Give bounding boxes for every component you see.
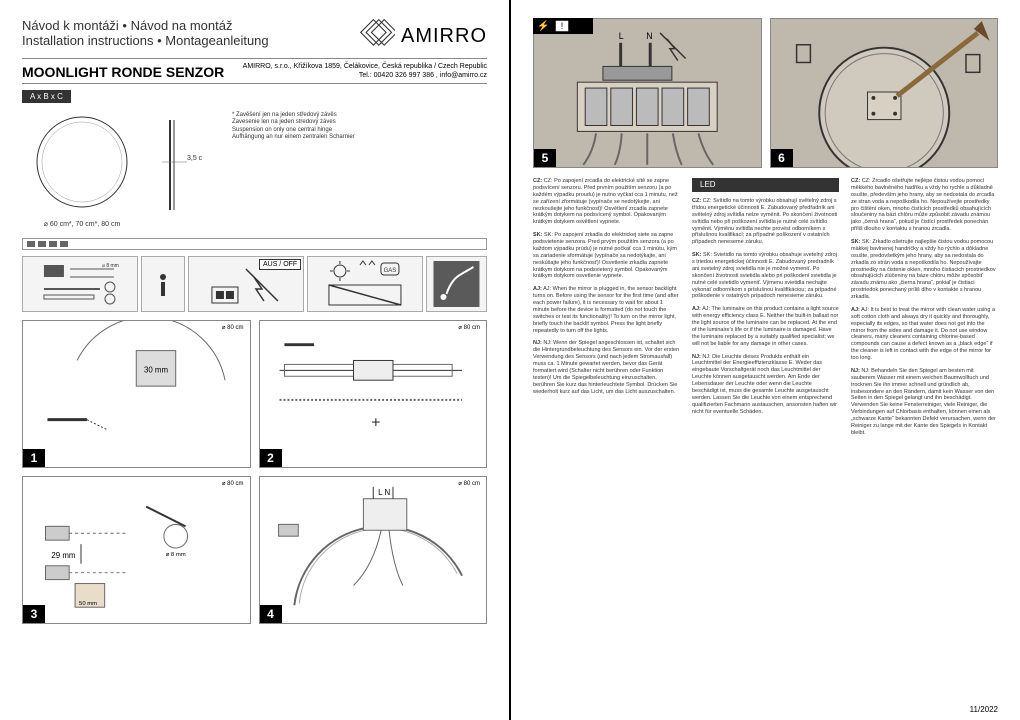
company-addr: AMIRRO, s.r.o., Křižíkova 1859, Čelákovi… xyxy=(243,62,487,71)
svg-text:L N: L N xyxy=(378,488,390,497)
sk-led: SK: SK: Svietidlo na tomto výrobku obsah… xyxy=(692,252,839,300)
cz-care: CZ: CZ: Zrcadlo ošetřujte nejlépe čistou… xyxy=(851,178,998,233)
cz-led: CZ: CZ: Svítidlo na tomto výrobku obsahu… xyxy=(692,198,839,246)
text-columns: CZ: CZ: Po zapojení zrcadla do elektrick… xyxy=(533,178,998,443)
logo-icon xyxy=(359,18,395,54)
title-line2: Installation instructions • Montageanlei… xyxy=(22,33,359,48)
note1: * Zavěšení jen na jeden středový závěs xyxy=(232,112,487,119)
sk-care: SK: SK: Zrkadlo ošetrujte najlepšie čist… xyxy=(851,239,998,301)
product-row: MOONLIGHT RONDE SENZOR AMIRRO, s.r.o., K… xyxy=(22,62,487,84)
nj-sensor: NJ: NJ: Wenn der Spiegel angeschlossen i… xyxy=(533,340,680,395)
svg-text:30 mm: 30 mm xyxy=(144,365,169,374)
aj-led: AJ: AJ: The luminaire on this product co… xyxy=(692,306,839,347)
step4-num: 4 xyxy=(260,605,282,623)
svg-text:+: + xyxy=(371,415,380,432)
note2: Zavesenie len na jeden stredový záves xyxy=(232,119,487,126)
right-page: ⚡ ! L N xyxy=(511,0,1020,720)
step6-num: 6 xyxy=(771,149,793,167)
step-5: ⚡ ! L N xyxy=(533,18,762,168)
product-name: MOONLIGHT RONDE SENZOR xyxy=(22,64,224,80)
note3: Suspension on only one central hinge xyxy=(232,127,487,134)
cz-sensor: CZ: CZ: Po zapojení zrcadla do elektrick… xyxy=(533,178,680,226)
diameter-label: ⌀ 60 cm*, 70 cm*, 80 cm xyxy=(44,221,121,228)
step1-num: 1 xyxy=(23,449,45,467)
step-grid: ⌀ 80 cm 30 mm 1 ⌀ 80 cm + 2 xyxy=(22,320,487,624)
company-contact: Tel.: 00420 326 997 386 , info@amirro.cz xyxy=(243,71,487,80)
bolt-warning-icon: ⚡ ! xyxy=(533,18,593,34)
power-cell: AUS / OFF xyxy=(188,256,304,312)
brand-name: AMIRRO xyxy=(401,25,487,48)
step2-num: 2 xyxy=(260,449,282,467)
nj-led: NJ: NJ: Die Leuchte dieses Produkts enth… xyxy=(692,354,839,416)
mirror-front: ⌀ 60 cm*, 70 cm*, 80 cm xyxy=(22,112,142,232)
logo-area: AMIRRO xyxy=(359,18,487,54)
mirror-side: 3,5 cm xyxy=(152,112,202,232)
col-left: CZ: CZ: Po zapojení zrcadla do elektrick… xyxy=(533,178,680,443)
top-row: ⚡ ! L N xyxy=(533,18,998,168)
svg-text:L: L xyxy=(619,31,624,41)
warn-cell xyxy=(141,256,185,312)
svg-text:N: N xyxy=(646,31,652,41)
col-mid: LED CZ: CZ: Svítidlo na tomto výrobku ob… xyxy=(692,178,839,443)
icon-strip: ⌀ 8 mm AUS / OFF xyxy=(22,256,487,312)
svg-text:GAS: GAS xyxy=(384,268,397,274)
step-2: ⌀ 80 cm + 2 xyxy=(259,320,488,468)
sk-sensor: SK: SK: Po zapojení zrkadla do elektrick… xyxy=(533,232,680,280)
step5-num: 5 xyxy=(534,149,556,167)
step3-dim: ⌀ 80 cm xyxy=(222,480,244,487)
left-page: Návod k montáži • Návod na montáž Instal… xyxy=(0,0,509,720)
company-info: AMIRRO, s.r.o., Křižíkova 1859, Čelákovi… xyxy=(243,62,487,80)
step-3: ⌀ 80 cm 29 mm 50 mm ⌀ 8 mm 3 xyxy=(22,476,251,624)
date-stamp: 11/2022 xyxy=(970,705,998,714)
svg-text:50 mm: 50 mm xyxy=(79,601,97,607)
title-block: Návod k montáži • Návod na montáž Instal… xyxy=(22,18,359,48)
aj-sensor: AJ: AJ: When the mirror is plugged in, t… xyxy=(533,286,680,334)
svg-text:⌀ 8 mm: ⌀ 8 mm xyxy=(166,552,186,558)
title-line1: Návod k montáži • Návod na montáž xyxy=(22,18,359,33)
tools-cell: ⌀ 8 mm xyxy=(22,256,138,312)
top-figure: ⌀ 60 cm*, 70 cm*, 80 cm 3,5 cm * Zavěšen… xyxy=(22,112,487,232)
hang-notes: * Zavěšení jen na jeden středový závěs Z… xyxy=(212,112,487,141)
led-bar: LED xyxy=(692,178,839,192)
svg-text:⌀ 8 mm: ⌀ 8 mm xyxy=(102,263,119,269)
svg-text:!: ! xyxy=(561,21,564,31)
step2-dim: ⌀ 80 cm xyxy=(458,324,480,331)
col-right: CZ: CZ: Zrcadlo ošetřujte nejlépe čistou… xyxy=(851,178,998,443)
touch-cell xyxy=(426,256,487,312)
step-6: 6 xyxy=(770,18,999,168)
aj-care: AJ: AJ: It is best to treat the mirror w… xyxy=(851,307,998,362)
aus-off-label: AUS / OFF xyxy=(259,259,301,270)
dims-bar: A x B x C xyxy=(22,90,71,103)
tools-bar xyxy=(22,238,487,250)
step3-num: 3 xyxy=(23,605,45,623)
svg-text:29 mm: 29 mm xyxy=(51,551,76,560)
step-4: ⌀ 80 cm L N 4 xyxy=(259,476,488,624)
step1-dim: ⌀ 80 cm xyxy=(222,324,244,331)
env-cell: GAS xyxy=(307,256,423,312)
step4-dim: ⌀ 80 cm xyxy=(458,480,480,487)
header: Návod k montáži • Návod na montáž Instal… xyxy=(22,18,487,59)
depth-label: 3,5 cm xyxy=(187,155,202,162)
note4: Aufhängung an nur einem zentralen Scharn… xyxy=(232,134,487,141)
nj-care: NJ: NJ: Behandeln Sie den Spiegel am bes… xyxy=(851,368,998,437)
step-1: ⌀ 80 cm 30 mm 1 xyxy=(22,320,251,468)
